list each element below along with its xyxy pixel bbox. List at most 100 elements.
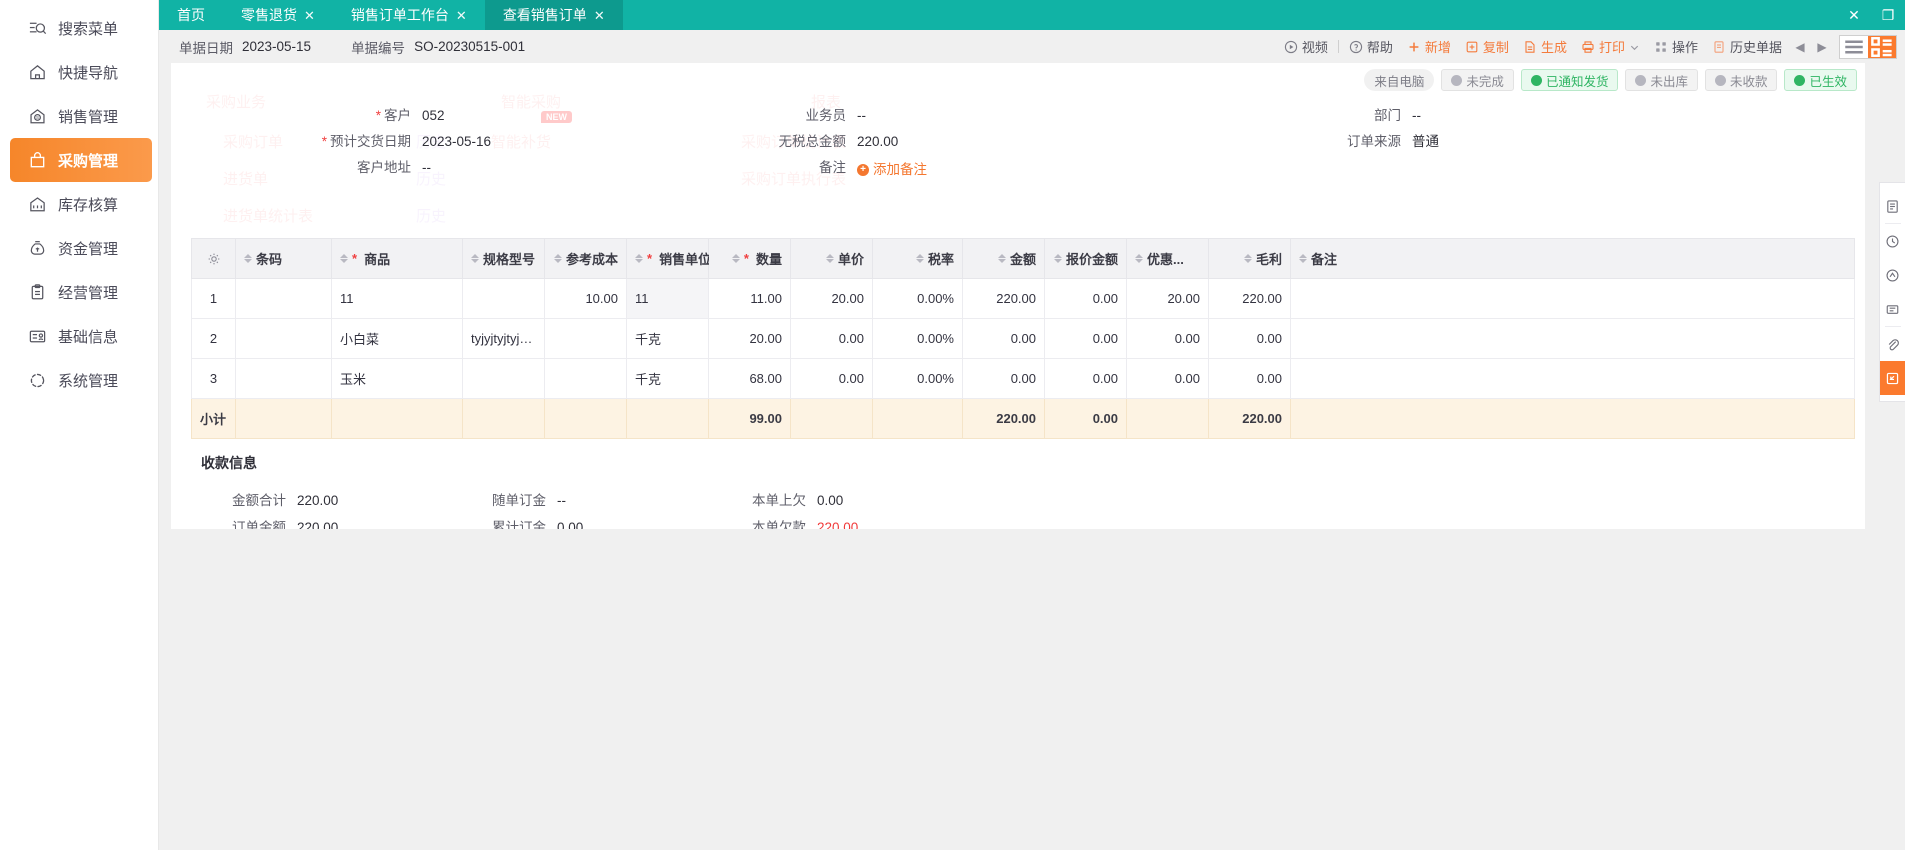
status-badge-unpaid[interactable]: 未收款 [1704, 69, 1778, 91]
sort-icon[interactable] [731, 254, 740, 263]
close-all-tabs-icon[interactable]: ✕ [1848, 6, 1860, 23]
toolbar-actions-button[interactable]: 操作 [1647, 34, 1705, 60]
sort-icon[interactable] [997, 254, 1006, 263]
status-badge-shipping-notified[interactable]: 已通知发货 [1520, 69, 1619, 91]
column-settings-header[interactable] [191, 238, 236, 279]
cell-unit[interactable]: 千克 [626, 318, 709, 359]
sort-icon[interactable] [1053, 254, 1062, 263]
column-header-qty[interactable]: * 数量 [708, 238, 791, 279]
column-header-cost[interactable]: 参考成本 [544, 238, 627, 279]
sort-icon[interactable] [471, 254, 479, 263]
sort-icon[interactable] [1243, 254, 1252, 263]
table-row[interactable]: 2 小白菜 tyjyjtyjtyjdf... 千克 20.00 0.00 0.0… [191, 318, 1855, 359]
status-badge-effective[interactable]: 已生效 [1784, 69, 1857, 91]
column-header-note[interactable]: 备注 [1290, 238, 1855, 279]
sidebar-item-inventory[interactable]: 库存核算 [10, 182, 152, 226]
cell-discount[interactable]: 0.00 [1126, 358, 1209, 399]
cell-quote[interactable]: 0.00 [1044, 358, 1127, 399]
cell-cost[interactable]: 10.00 [544, 278, 627, 319]
column-header-discount[interactable]: 优惠... [1126, 238, 1209, 279]
cell-tax[interactable]: 0.00% [872, 278, 963, 319]
cell-product[interactable]: 11 [331, 278, 463, 319]
sidebar-item-quick-nav[interactable]: 快捷导航 [10, 50, 152, 94]
cell-spec[interactable]: tyjyjtyjtyjdf... [462, 318, 545, 359]
dock-attachment-button[interactable] [1880, 327, 1905, 361]
cell-qty[interactable]: 68.00 [708, 358, 791, 399]
cell-spec[interactable] [462, 358, 545, 399]
column-header-spec[interactable]: 规格型号 [462, 238, 545, 279]
toolbar-add-button[interactable]: 新增 [1400, 34, 1458, 60]
sort-icon[interactable] [340, 254, 348, 263]
cell-unit[interactable]: 11 [626, 278, 709, 319]
cell-cost[interactable] [544, 358, 627, 399]
sidebar-item-search-menu[interactable]: 搜索菜单 [10, 6, 152, 50]
salesman-value[interactable]: -- [857, 108, 866, 123]
sort-icon[interactable] [244, 254, 252, 263]
window-restore-icon[interactable]: ❐ [1881, 6, 1895, 23]
dock-coupon-button[interactable] [1880, 292, 1905, 326]
sidebar-item-basic-info[interactable]: 基础信息 [10, 314, 152, 358]
sort-icon[interactable] [1135, 254, 1143, 263]
column-header-barcode[interactable]: 条码 [235, 238, 332, 279]
next-record-button[interactable]: ▶ [1817, 39, 1827, 54]
tab-retail-return[interactable]: 零售退货 ✕ [223, 0, 333, 30]
cell-note[interactable] [1290, 278, 1855, 319]
toolbar-print-button[interactable]: 打印 [1574, 34, 1647, 60]
sort-icon[interactable] [825, 254, 834, 263]
table-row[interactable]: 3 玉米 千克 68.00 0.00 0.00% 0.00 0.00 [191, 358, 1855, 399]
sidebar-item-sales[interactable]: S 销售管理 [10, 94, 152, 138]
column-header-product[interactable]: * 商品 [331, 238, 463, 279]
cell-price[interactable]: 20.00 [790, 278, 873, 319]
list-view-button[interactable] [1840, 35, 1868, 58]
column-header-profit[interactable]: 毛利 [1208, 238, 1291, 279]
cell-qty[interactable]: 11.00 [708, 278, 791, 319]
cell-barcode[interactable] [235, 278, 332, 319]
status-badge-source[interactable]: 来自电脑 [1364, 69, 1435, 91]
cell-product[interactable]: 小白菜 [331, 318, 463, 359]
toolbar-video-button[interactable]: 视频 [1277, 34, 1335, 60]
add-remark-button[interactable]: + 添加备注 [857, 157, 927, 183]
cell-barcode[interactable] [235, 358, 332, 399]
column-header-quote[interactable]: 报价金额 [1044, 238, 1127, 279]
cell-product[interactable]: 玉米 [331, 358, 463, 399]
toolbar-generate-button[interactable]: 生成 [1516, 34, 1574, 60]
order-source-value[interactable]: 普通 [1412, 134, 1439, 149]
prev-record-button[interactable]: ◀ [1795, 39, 1805, 54]
cell-tax[interactable]: 0.00% [872, 358, 963, 399]
cell-quote[interactable]: 0.00 [1044, 278, 1127, 319]
cell-price[interactable]: 0.00 [790, 358, 873, 399]
cell-price[interactable]: 0.00 [790, 318, 873, 359]
table-row[interactable]: 1 11 10.00 11 11.00 20.00 0.00% 220.00 [191, 278, 1855, 319]
toolbar-copy-button[interactable]: 复制 [1458, 34, 1516, 60]
cell-barcode[interactable] [235, 318, 332, 359]
cell-discount[interactable]: 0.00 [1126, 318, 1209, 359]
column-header-amount[interactable]: 金额 [962, 238, 1045, 279]
dock-history-button[interactable] [1880, 224, 1905, 258]
customer-value[interactable]: 052 [422, 108, 445, 123]
tab-close-icon[interactable]: ✕ [455, 7, 467, 23]
sidebar-item-system[interactable]: 系统管理 [10, 358, 152, 402]
cell-note[interactable] [1290, 318, 1855, 359]
dock-collapse-button[interactable] [1879, 361, 1905, 395]
tab-view-sales-order[interactable]: 查看销售订单 ✕ [484, 0, 623, 30]
tab-home[interactable]: 首页 [159, 0, 223, 30]
delivery-date-value[interactable]: 2023-05-16 [422, 134, 492, 149]
gear-icon[interactable] [207, 252, 221, 266]
cell-qty[interactable]: 20.00 [708, 318, 791, 359]
chevron-down-icon[interactable] [1629, 41, 1640, 52]
tab-close-icon[interactable]: ✕ [593, 7, 605, 23]
sidebar-item-funds[interactable]: 资金管理 [10, 226, 152, 270]
sort-icon[interactable] [915, 254, 924, 263]
cell-quote[interactable]: 0.00 [1044, 318, 1127, 359]
cell-discount[interactable]: 20.00 [1126, 278, 1209, 319]
column-header-tax[interactable]: 税率 [872, 238, 963, 279]
column-header-price[interactable]: 单价 [790, 238, 873, 279]
address-value[interactable]: -- [422, 160, 431, 175]
status-badge-incomplete[interactable]: 未完成 [1441, 69, 1514, 91]
toolbar-help-button[interactable]: 帮助 [1342, 34, 1400, 60]
column-header-unit[interactable]: * 销售单位 [626, 238, 711, 279]
cell-cost[interactable] [544, 318, 627, 359]
tab-sales-order-workbench[interactable]: 销售订单工作台 ✕ [333, 0, 485, 30]
cell-note[interactable] [1290, 358, 1855, 399]
toolbar-history-button[interactable]: 历史单据 [1705, 34, 1789, 60]
